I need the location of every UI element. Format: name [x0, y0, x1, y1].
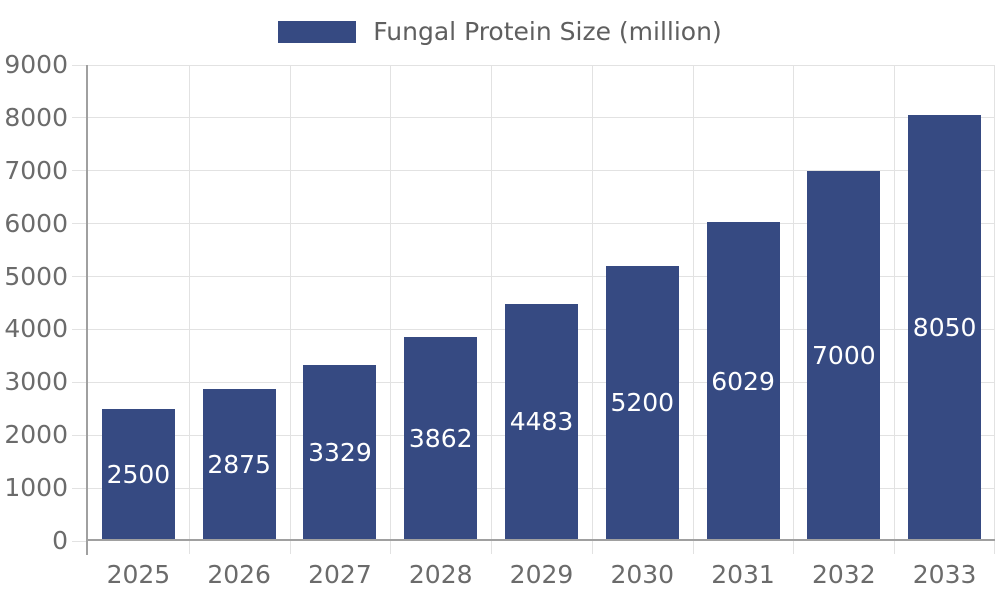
y-gridline	[88, 223, 995, 225]
y-axis-label: 5000	[4, 261, 68, 291]
bar-value-label: 6029	[711, 366, 775, 396]
x-gridline	[290, 65, 291, 554]
bar-value-label: 7000	[812, 340, 876, 370]
bar-value-label: 2500	[106, 459, 171, 489]
x-gridline	[390, 65, 391, 554]
bar-value-label: 3862	[408, 423, 473, 453]
x-axis-label: 2031	[711, 560, 775, 589]
bar[interactable]	[706, 222, 780, 541]
y-axis-tick	[72, 328, 88, 330]
y-axis-tick	[72, 540, 88, 542]
y-axis-label: 2000	[4, 420, 68, 450]
x-axis-line	[86, 539, 995, 541]
x-axis-label: 2030	[610, 560, 675, 589]
x-axis-label: 2027	[308, 560, 372, 589]
bar-value-label: 8050	[912, 313, 977, 343]
bar[interactable]	[605, 265, 679, 541]
legend-swatch	[278, 21, 357, 43]
y-gridline	[88, 64, 995, 66]
y-axis-tick	[72, 434, 88, 436]
x-gridline	[491, 65, 492, 554]
x-gridline	[592, 65, 593, 554]
plot-area: 0 1000 2000 3000 4000 5000 6000 7000 8000 9000 250…	[4, 50, 995, 589]
bar-value-label: 2875	[207, 449, 271, 479]
y-axis-label: 4000	[4, 314, 68, 344]
x-axis-label: 2025	[106, 560, 171, 589]
y-axis-tick	[72, 223, 88, 225]
y-axis-label: 7000	[4, 155, 68, 185]
y-gridline	[88, 170, 995, 172]
y-axis-label: 3000	[4, 367, 68, 397]
y-axis-line	[86, 65, 88, 555]
bar[interactable]	[303, 364, 377, 541]
y-axis-tick	[72, 381, 88, 383]
bar-value-label: 5200	[610, 388, 675, 418]
bar[interactable]	[908, 115, 982, 541]
x-gridline	[994, 65, 995, 554]
x-axis-label: 2033	[912, 560, 977, 589]
legend-label: Fungal Protein Size (million)	[373, 17, 722, 46]
y-axis-label: 1000	[4, 473, 68, 503]
bar[interactable]	[505, 303, 578, 541]
y-axis-tick	[72, 487, 88, 489]
y-axis-tick	[72, 64, 88, 66]
x-gridline	[894, 65, 895, 554]
y-axis-label: 8000	[4, 102, 68, 132]
y-axis-label: 6000	[4, 208, 68, 238]
x-axis-label: 2029	[509, 560, 574, 589]
x-gridline	[793, 65, 794, 554]
y-axis-tick	[72, 170, 88, 172]
y-axis-label: 9000	[4, 50, 68, 79]
legend[interactable]: Fungal Protein Size (million)	[0, 18, 1000, 46]
y-axis-tick	[72, 117, 88, 119]
bar-value-label: 4483	[509, 407, 574, 437]
y-axis-tick	[72, 276, 88, 278]
bar[interactable]	[807, 170, 881, 541]
y-gridline	[88, 276, 995, 278]
y-gridline	[88, 117, 995, 119]
x-axis-label: 2028	[408, 560, 473, 589]
bar-value-label: 3329	[308, 437, 372, 467]
bar[interactable]	[202, 388, 276, 541]
x-axis-label: 2026	[207, 560, 271, 589]
bar[interactable]	[404, 336, 478, 541]
x-gridline	[693, 65, 694, 554]
x-axis-label: 2032	[812, 560, 876, 589]
y-axis-label: 0	[52, 526, 68, 555]
x-gridline	[189, 65, 190, 554]
bar[interactable]	[101, 408, 175, 541]
